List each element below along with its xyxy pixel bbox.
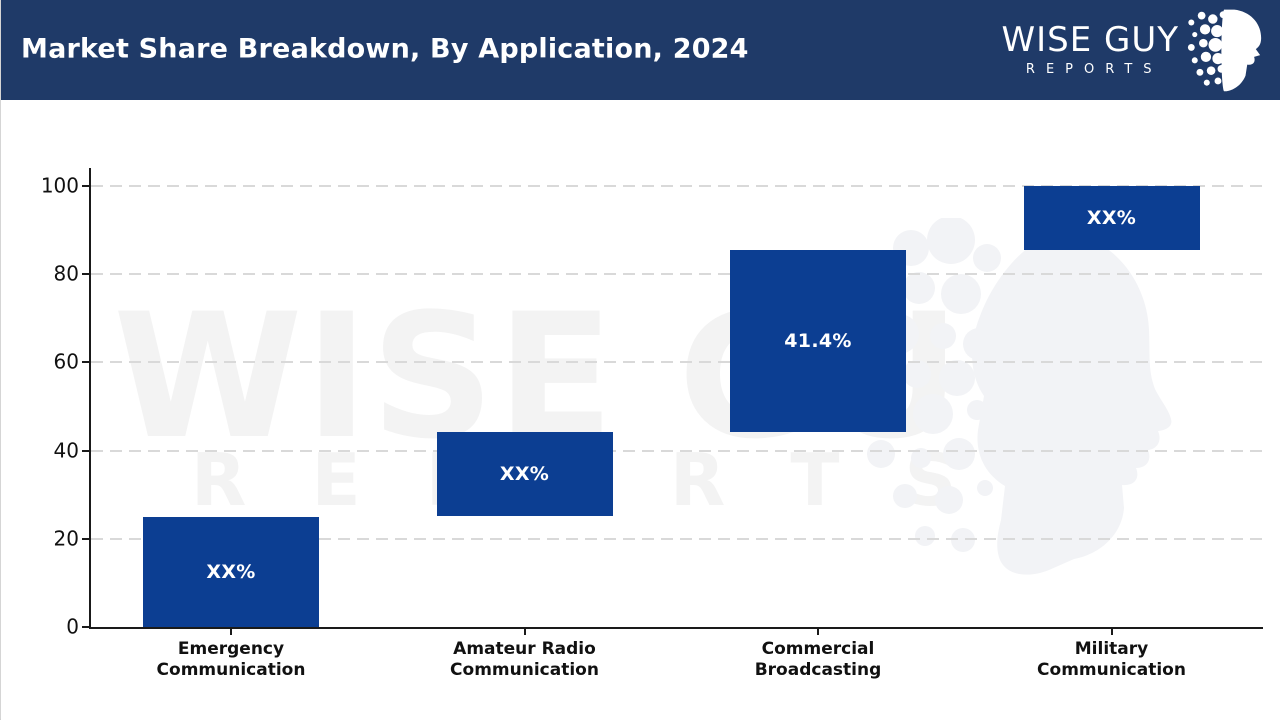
gridline-80 [91, 273, 1263, 276]
page-title: Market Share Breakdown, By Application, … [21, 33, 749, 65]
logo-wordmark: WISE GUY REPORTS [1001, 20, 1179, 77]
x-axis-line [89, 627, 1263, 629]
watermark-head-icon [867, 218, 1172, 575]
y-axis-line [89, 168, 91, 629]
logo-brand-text: WISE GUY [1001, 20, 1179, 61]
x-tick-amateur-radio-communication [523, 629, 526, 635]
x-tick-military-communication [1110, 629, 1113, 635]
bar-commercial-broadcasting: 41.4% [730, 249, 906, 433]
gridline-60 [91, 361, 1263, 364]
gridline-40 [91, 449, 1263, 452]
y-tick-label-80: 80 [53, 261, 79, 286]
bar-value-label-emergency-communication: XX% [206, 560, 256, 583]
header: Market Share Breakdown, By Application, … [1, 0, 1280, 100]
bar-emergency-communication: XX% [143, 516, 319, 627]
logo-reports-text: REPORTS [1025, 61, 1163, 77]
wiseguy-logo: WISE GUY REPORTS [1001, 0, 1267, 100]
y-tick-20 [82, 537, 90, 540]
gridline-100 [91, 185, 1263, 187]
bar-value-label-commercial-broadcasting: 41.4% [784, 329, 852, 352]
logo-head-icon [1187, 9, 1262, 92]
category-label-amateur-radio-communication: Amateur Radio Communication [450, 639, 599, 680]
y-tick-0 [82, 626, 90, 628]
y-tick-label-100: 100 [40, 173, 79, 198]
bar-amateur-radio-communication: XX% [436, 432, 613, 516]
x-tick-commercial-broadcasting [817, 629, 819, 635]
category-label-military-communication: Military Communication [1037, 639, 1186, 680]
y-tick-100 [82, 185, 90, 187]
y-tick-80 [82, 273, 90, 276]
y-tick-40 [82, 449, 90, 452]
y-tick-label-0: 0 [66, 614, 79, 639]
category-label-commercial-broadcasting: Commercial Broadcasting [754, 639, 882, 680]
category-label-emergency-communication: Emergency Communication [156, 639, 306, 680]
gridline-20 [91, 537, 1263, 540]
y-tick-label-40: 40 [53, 438, 79, 463]
y-tick-label-60: 60 [53, 349, 79, 374]
bar-value-label-amateur-radio-communication: XX% [499, 462, 550, 485]
chart-area: WISE GU R E P O R T S 020406080100XX%Eme… [1, 100, 1280, 720]
y-tick-label-20: 20 [53, 526, 79, 551]
bar-military-communication: XX% [1023, 186, 1200, 250]
bar-value-label-military-communication: XX% [1086, 206, 1137, 229]
x-tick-emergency-communication [230, 629, 232, 635]
y-tick-60 [82, 361, 90, 364]
